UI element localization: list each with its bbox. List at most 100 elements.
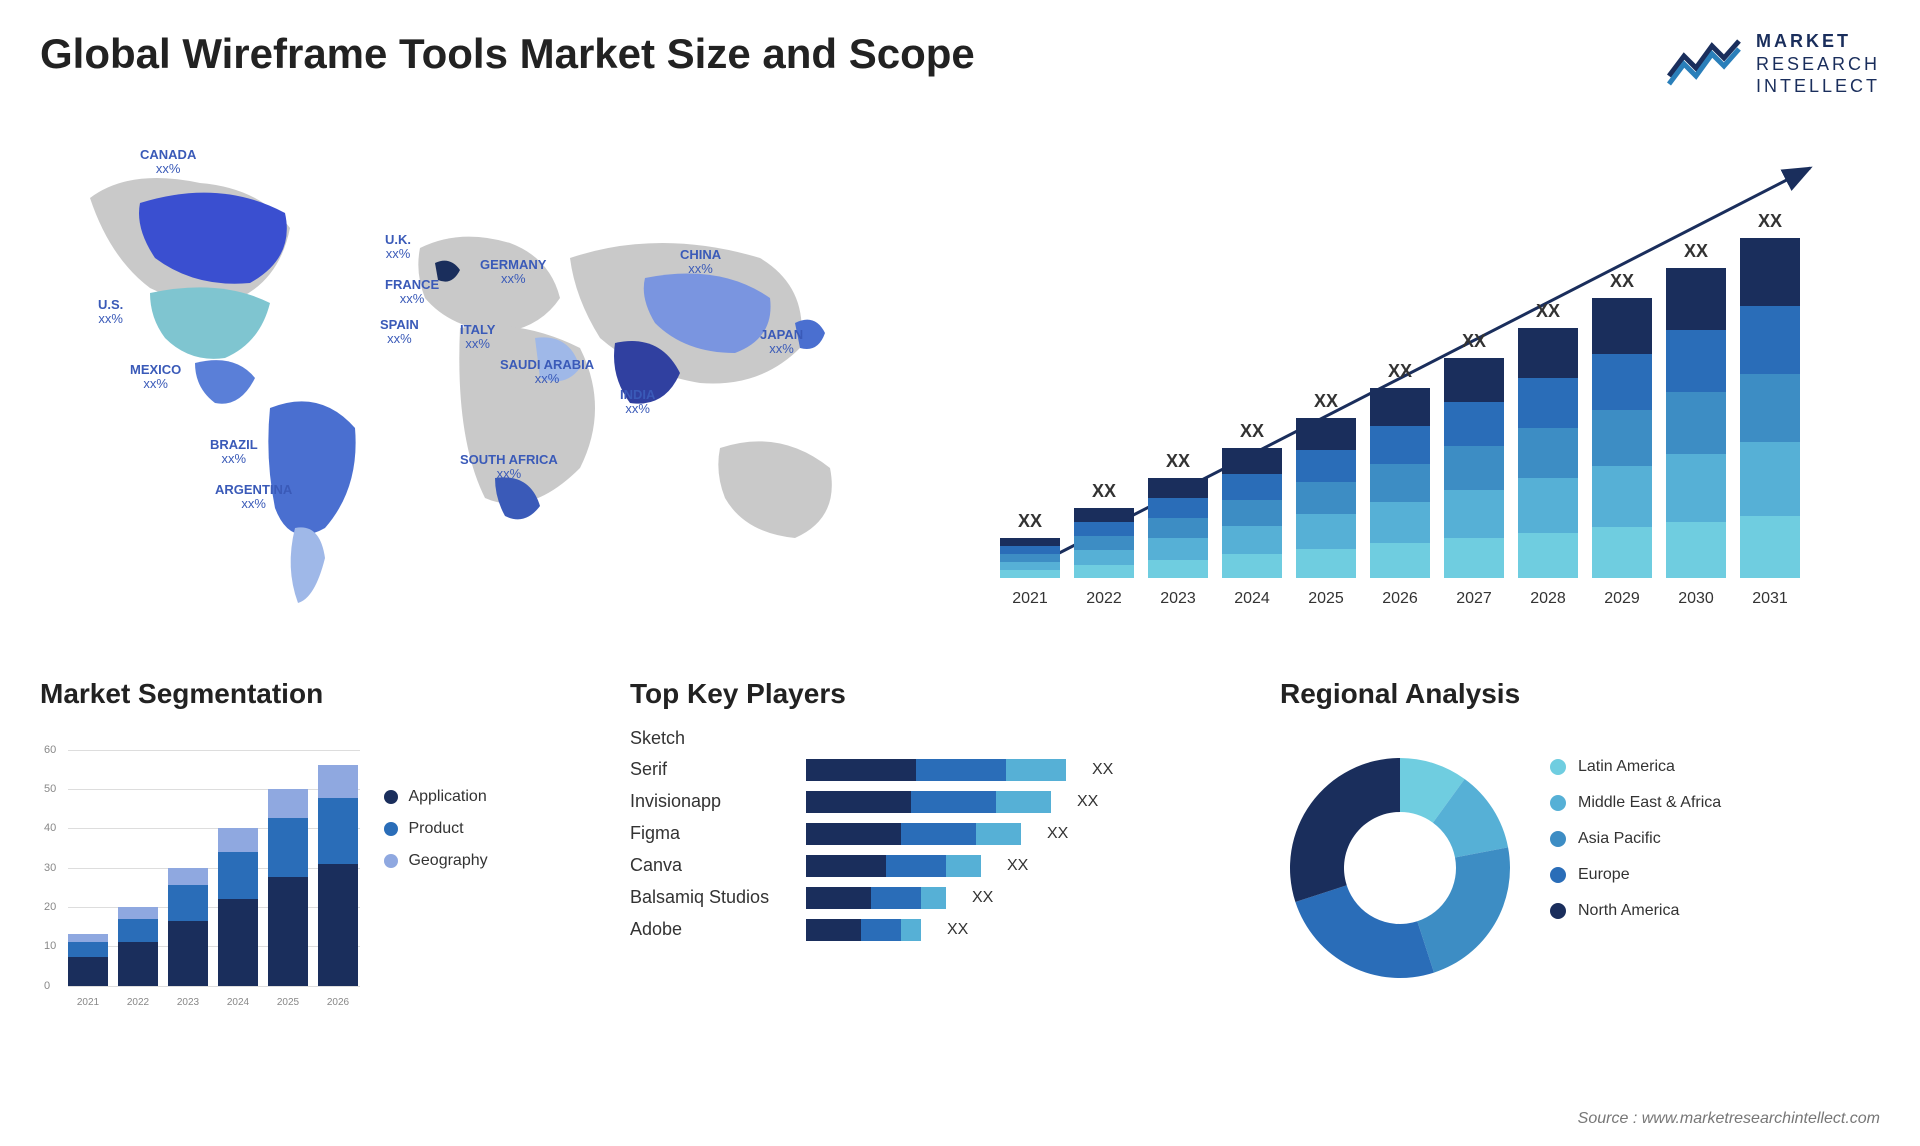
player-row: AdobeXX bbox=[630, 919, 1250, 941]
seg-bar-2024 bbox=[218, 828, 258, 985]
donut-slice bbox=[1295, 885, 1434, 978]
map-label-china: CHINAxx% bbox=[680, 248, 721, 278]
seg-y-tick: 50 bbox=[44, 783, 56, 795]
player-row: SerifXX bbox=[630, 759, 1250, 781]
donut-slice bbox=[1290, 758, 1400, 902]
world-map-chart: CANADAxx%U.S.xx%MEXICOxx%BRAZILxx%ARGENT… bbox=[40, 128, 940, 648]
seg-x-label: 2025 bbox=[268, 997, 308, 1008]
player-value: XX bbox=[1007, 857, 1028, 875]
market-size-bar-chart: 2021XX2022XX2023XX2024XX2025XX2026XX2027… bbox=[980, 128, 1880, 648]
regional-donut-chart bbox=[1280, 748, 1520, 988]
big-bar-year-label: 2027 bbox=[1444, 590, 1504, 608]
big-bar-value-label: XX bbox=[1296, 391, 1356, 412]
big-bar-value-label: XX bbox=[1222, 421, 1282, 442]
big-bar-2025 bbox=[1296, 418, 1356, 578]
player-bar bbox=[806, 887, 946, 909]
segmentation-bar-chart: 0 10 20 30 40 50 60 2021 2022 2023 2024 2025 2026 bbox=[40, 728, 360, 1008]
big-bar-year-label: 2028 bbox=[1518, 590, 1578, 608]
players-bar-chart: Sketch SerifXX Invisionapp XX FigmaXX Canva XX… bbox=[630, 728, 1250, 941]
seg-x-label: 2026 bbox=[318, 997, 358, 1008]
regional-title: Regional Analysis bbox=[1280, 678, 1880, 710]
seg-y-tick: 40 bbox=[44, 822, 56, 834]
big-bar-2031 bbox=[1740, 238, 1800, 578]
player-value: XX bbox=[972, 889, 993, 907]
map-label-uk: U.K.xx% bbox=[385, 233, 411, 263]
regional-legend-item: Latin America bbox=[1550, 758, 1721, 776]
player-name: Invisionapp bbox=[630, 791, 790, 812]
map-label-us: U.S.xx% bbox=[98, 298, 123, 328]
players-panel: Top Key Players Sketch SerifXX Invisionapp… bbox=[630, 678, 1250, 1058]
seg-x-label: 2024 bbox=[218, 997, 258, 1008]
big-bar-year-label: 2021 bbox=[1000, 590, 1060, 608]
big-bar-2022 bbox=[1074, 508, 1134, 578]
regional-legend-item: Middle East & Africa bbox=[1550, 794, 1721, 812]
player-row: Canva XX bbox=[630, 855, 1250, 877]
player-row: Sketch bbox=[630, 728, 1250, 749]
seg-y-tick: 60 bbox=[44, 744, 56, 756]
big-bar-year-label: 2030 bbox=[1666, 590, 1726, 608]
big-bar-2024 bbox=[1222, 448, 1282, 578]
segmentation-legend: Application Product Geography bbox=[384, 788, 487, 884]
map-label-canada: CANADAxx% bbox=[140, 148, 196, 178]
big-bar-2029 bbox=[1592, 298, 1652, 578]
player-value: XX bbox=[947, 921, 968, 939]
map-label-saudiarabia: SAUDI ARABIAxx% bbox=[500, 358, 594, 388]
player-row: Balsamiq StudiosXX bbox=[630, 887, 1250, 909]
map-label-india: INDIAxx% bbox=[620, 388, 655, 418]
big-bar-value-label: XX bbox=[1148, 451, 1208, 472]
player-row: Invisionapp XX bbox=[630, 791, 1250, 813]
player-name: Sketch bbox=[630, 728, 790, 749]
big-bar-2026 bbox=[1370, 388, 1430, 578]
big-bar-value-label: XX bbox=[1518, 301, 1578, 322]
seg-x-label: 2023 bbox=[168, 997, 208, 1008]
big-bar-value-label: XX bbox=[1592, 271, 1652, 292]
seg-bar-2026 bbox=[318, 765, 358, 985]
logo-text-1: MARKET bbox=[1756, 30, 1880, 53]
segmentation-title: Market Segmentation bbox=[40, 678, 600, 710]
big-bar-year-label: 2024 bbox=[1222, 590, 1282, 608]
seg-y-tick: 30 bbox=[44, 862, 56, 874]
segmentation-panel: Market Segmentation 0 10 20 30 40 50 60 2021 202… bbox=[40, 678, 600, 1058]
big-bar-value-label: XX bbox=[1000, 511, 1060, 532]
map-label-germany: GERMANYxx% bbox=[480, 258, 546, 288]
seg-bar-2022 bbox=[118, 907, 158, 986]
seg-y-tick: 0 bbox=[44, 980, 50, 992]
big-bar-value-label: XX bbox=[1370, 361, 1430, 382]
seg-legend-item: Application bbox=[384, 788, 487, 806]
player-bar bbox=[806, 855, 981, 877]
regional-panel: Regional Analysis Latin America Middle Ea… bbox=[1280, 678, 1880, 1058]
regional-legend: Latin America Middle East & Africa Asia Pa… bbox=[1550, 758, 1721, 920]
player-bar bbox=[806, 791, 1051, 813]
brand-logo: MARKET RESEARCH INTELLECT bbox=[1664, 30, 1880, 98]
big-bar-2023 bbox=[1148, 478, 1208, 578]
regional-legend-item: Europe bbox=[1550, 866, 1721, 884]
player-value: XX bbox=[1077, 793, 1098, 811]
map-label-spain: SPAINxx% bbox=[380, 318, 419, 348]
seg-x-label: 2022 bbox=[118, 997, 158, 1008]
seg-bar-2023 bbox=[168, 868, 208, 986]
seg-y-tick: 10 bbox=[44, 940, 56, 952]
big-bar-year-label: 2025 bbox=[1296, 590, 1356, 608]
player-row: FigmaXX bbox=[630, 823, 1250, 845]
big-bar-2027 bbox=[1444, 358, 1504, 578]
seg-legend-item: Product bbox=[384, 820, 487, 838]
players-title: Top Key Players bbox=[630, 678, 1250, 710]
source-attribution: Source : www.marketresearchintellect.com bbox=[1578, 1110, 1880, 1128]
seg-legend-item: Geography bbox=[384, 852, 487, 870]
big-bar-2021 bbox=[1000, 538, 1060, 578]
player-name: Canva bbox=[630, 855, 790, 876]
big-bar-value-label: XX bbox=[1666, 241, 1726, 262]
seg-y-tick: 20 bbox=[44, 901, 56, 913]
logo-text-3: INTELLECT bbox=[1756, 75, 1880, 98]
seg-x-label: 2021 bbox=[68, 997, 108, 1008]
map-label-brazil: BRAZILxx% bbox=[210, 438, 258, 468]
big-bar-year-label: 2029 bbox=[1592, 590, 1652, 608]
player-bar bbox=[806, 823, 1021, 845]
big-bar-2030 bbox=[1666, 268, 1726, 578]
seg-bar-2021 bbox=[68, 934, 108, 985]
big-bar-year-label: 2023 bbox=[1148, 590, 1208, 608]
player-value: XX bbox=[1092, 761, 1113, 779]
regional-legend-item: Asia Pacific bbox=[1550, 830, 1721, 848]
page-title: Global Wireframe Tools Market Size and S… bbox=[40, 30, 975, 78]
map-label-argentina: ARGENTINAxx% bbox=[215, 483, 292, 513]
